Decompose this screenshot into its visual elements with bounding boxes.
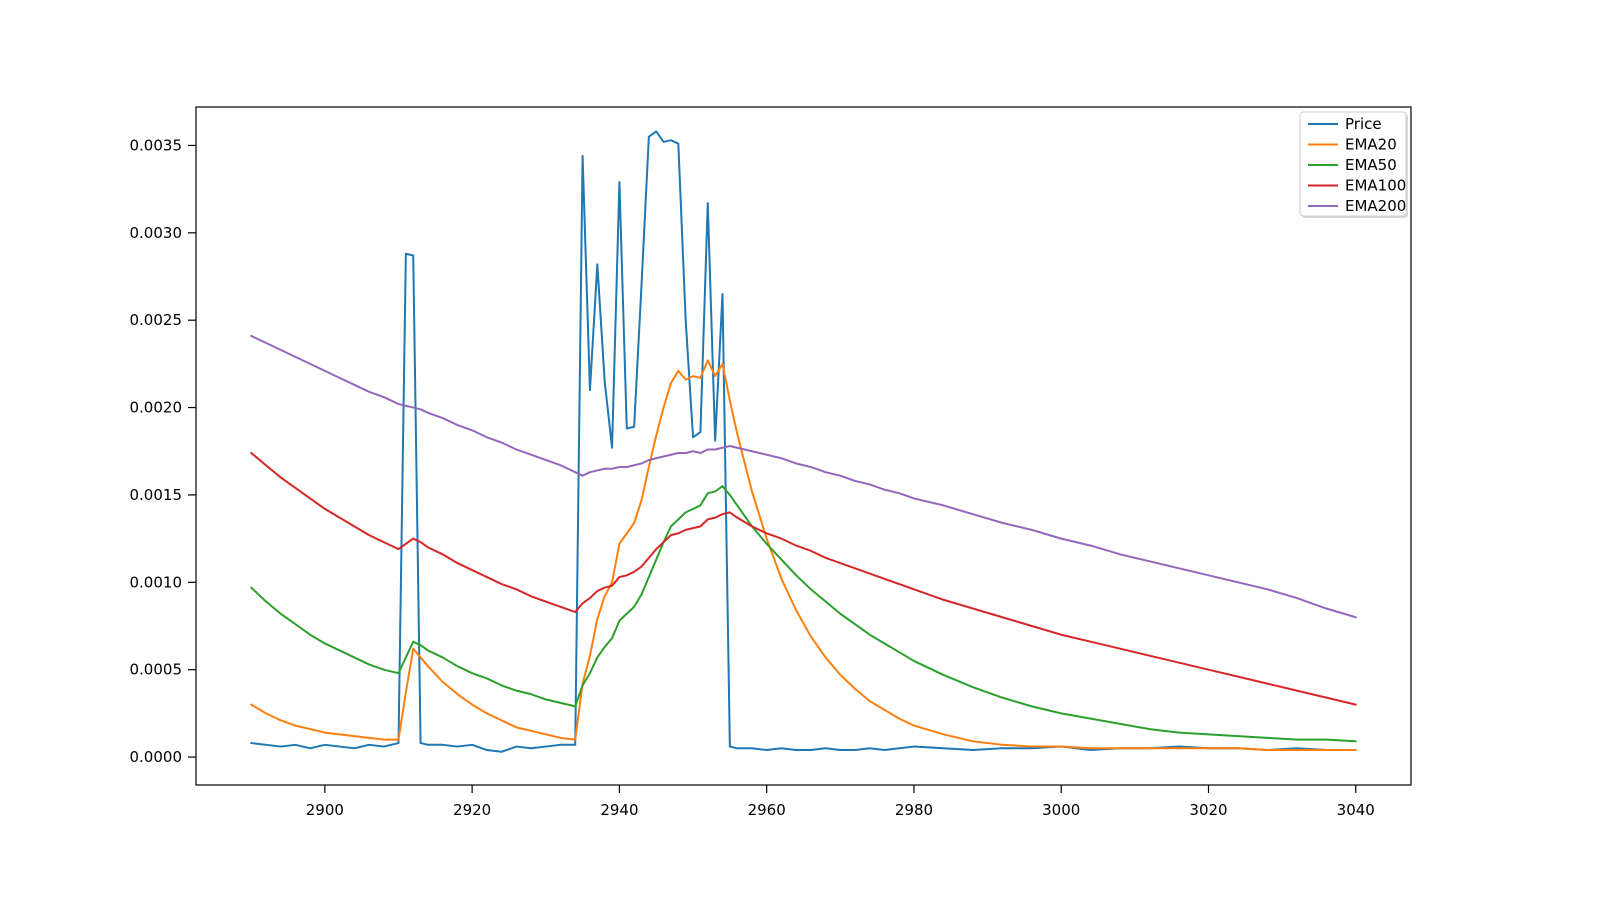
legend-label: EMA100 — [1345, 177, 1406, 195]
legend-label: Price — [1345, 115, 1382, 133]
y-tick-label: 0.0015 — [130, 486, 183, 504]
legend-label: EMA20 — [1345, 136, 1397, 154]
y-tick-label: 0.0005 — [130, 661, 183, 679]
x-tick-label: 2960 — [748, 801, 786, 819]
plot-frame — [195, 106, 1412, 786]
x-tick-label: 2940 — [600, 801, 638, 819]
y-tick-label: 0.0000 — [130, 748, 183, 766]
series-line-ema20 — [250, 359, 1357, 752]
x-tick-label: 2920 — [453, 801, 491, 819]
y-tick-label: 0.0035 — [130, 136, 183, 154]
x-tick-label: 3040 — [1337, 801, 1375, 819]
y-tick-label: 0.0020 — [130, 399, 183, 417]
x-tick-label: 2980 — [895, 801, 933, 819]
series-line-ema200 — [250, 334, 1357, 619]
legend-box — [1299, 111, 1407, 217]
x-tick-label: 2900 — [306, 801, 344, 819]
y-tick-label: 0.0030 — [130, 224, 183, 242]
y-tick-label: 0.0025 — [130, 311, 183, 329]
y-tick-label: 0.0010 — [130, 573, 183, 591]
x-tick-label: 3020 — [1189, 801, 1227, 819]
legend-label: EMA200 — [1345, 197, 1406, 215]
x-tick-label: 3000 — [1042, 801, 1080, 819]
legend-label: EMA50 — [1345, 156, 1397, 174]
series-line-price — [250, 130, 1357, 753]
series-line-ema100 — [250, 451, 1357, 706]
